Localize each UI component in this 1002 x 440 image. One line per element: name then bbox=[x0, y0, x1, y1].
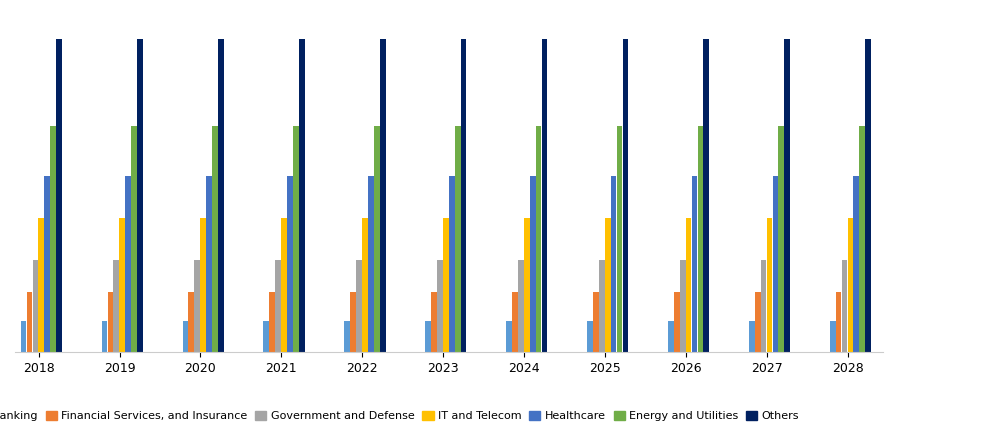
Bar bbox=[517, 260, 523, 352]
Bar bbox=[437, 260, 443, 352]
Bar bbox=[679, 260, 685, 352]
Bar bbox=[865, 39, 870, 352]
Bar bbox=[829, 321, 835, 352]
Bar bbox=[760, 260, 766, 352]
Bar bbox=[598, 260, 604, 352]
Bar bbox=[702, 39, 708, 352]
Bar bbox=[270, 292, 275, 352]
Bar bbox=[853, 176, 859, 352]
Bar bbox=[425, 321, 431, 352]
Bar bbox=[38, 218, 44, 352]
Bar bbox=[748, 321, 754, 352]
Bar bbox=[101, 321, 107, 352]
Bar bbox=[131, 126, 137, 352]
Bar bbox=[443, 218, 448, 352]
Bar bbox=[523, 218, 529, 352]
Bar bbox=[859, 126, 865, 352]
Bar bbox=[344, 321, 350, 352]
Bar bbox=[264, 321, 269, 352]
Bar bbox=[281, 218, 287, 352]
Bar bbox=[137, 39, 142, 352]
Bar bbox=[200, 218, 205, 352]
Bar bbox=[696, 126, 702, 352]
Bar bbox=[287, 176, 293, 352]
Bar bbox=[835, 292, 841, 352]
Bar bbox=[616, 126, 622, 352]
Bar bbox=[275, 260, 281, 352]
Bar bbox=[586, 321, 592, 352]
Bar bbox=[592, 292, 598, 352]
Bar bbox=[460, 39, 466, 352]
Bar bbox=[506, 321, 511, 352]
Bar bbox=[772, 176, 778, 352]
Bar bbox=[350, 292, 356, 352]
Bar bbox=[847, 218, 853, 352]
Bar bbox=[622, 39, 627, 352]
Bar bbox=[685, 218, 690, 352]
Bar bbox=[535, 126, 541, 352]
Bar bbox=[299, 39, 305, 352]
Bar bbox=[217, 39, 223, 352]
Bar bbox=[766, 218, 772, 352]
Bar bbox=[449, 176, 454, 352]
Bar bbox=[125, 176, 131, 352]
Bar bbox=[119, 218, 125, 352]
Bar bbox=[194, 260, 200, 352]
Bar bbox=[32, 260, 38, 352]
Bar bbox=[512, 292, 517, 352]
Bar bbox=[50, 126, 56, 352]
Bar bbox=[368, 176, 374, 352]
Bar bbox=[604, 218, 610, 352]
Bar bbox=[755, 292, 760, 352]
Bar bbox=[362, 218, 368, 352]
Bar bbox=[541, 39, 547, 352]
Bar bbox=[182, 321, 188, 352]
Bar bbox=[841, 260, 847, 352]
Bar bbox=[356, 260, 362, 352]
Bar bbox=[673, 292, 679, 352]
Bar bbox=[27, 292, 32, 352]
Bar bbox=[107, 292, 113, 352]
Bar bbox=[211, 126, 217, 352]
Bar bbox=[454, 126, 460, 352]
Bar bbox=[374, 126, 380, 352]
Bar bbox=[380, 39, 385, 352]
Legend: Banking, Financial Services, and Insurance, Government and Defense, IT and Telec: Banking, Financial Services, and Insuran… bbox=[0, 411, 799, 421]
Bar bbox=[44, 176, 50, 352]
Bar bbox=[293, 126, 299, 352]
Bar bbox=[188, 292, 194, 352]
Bar bbox=[431, 292, 437, 352]
Bar bbox=[667, 321, 673, 352]
Bar bbox=[206, 176, 211, 352]
Bar bbox=[529, 176, 535, 352]
Bar bbox=[21, 321, 26, 352]
Bar bbox=[691, 176, 696, 352]
Bar bbox=[610, 176, 616, 352]
Bar bbox=[113, 260, 119, 352]
Bar bbox=[56, 39, 62, 352]
Bar bbox=[778, 126, 784, 352]
Bar bbox=[784, 39, 790, 352]
